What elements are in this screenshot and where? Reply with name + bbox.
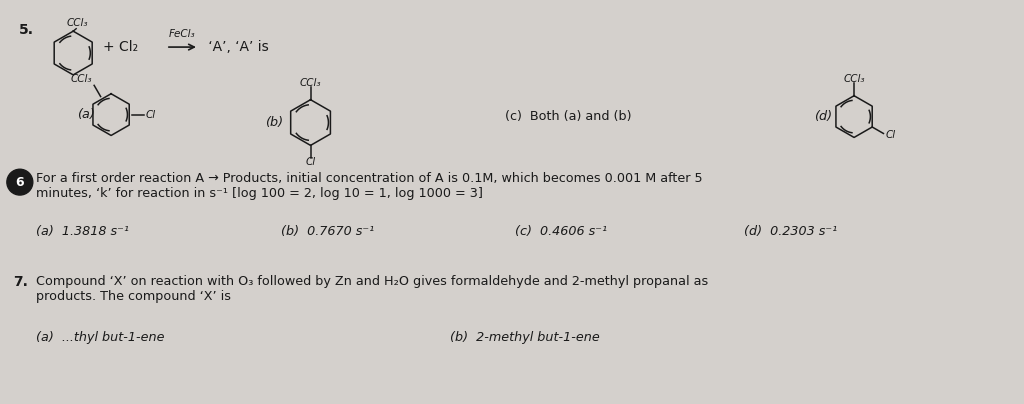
Text: (a)  ...thyl but-1-ene: (a) ...thyl but-1-ene — [36, 331, 165, 344]
Text: (d): (d) — [814, 110, 833, 123]
Text: ‘A’, ‘A’ is: ‘A’, ‘A’ is — [204, 40, 268, 54]
Text: (a)  1.3818 s⁻¹: (a) 1.3818 s⁻¹ — [36, 225, 129, 238]
Text: Cl: Cl — [305, 157, 315, 167]
Text: CCl₃: CCl₃ — [300, 78, 322, 88]
Text: (b)  2-methyl but-1-ene: (b) 2-methyl but-1-ene — [451, 331, 600, 344]
Text: 7.: 7. — [13, 276, 29, 290]
Text: (b): (b) — [264, 116, 283, 129]
Text: Compound ‘X’ on reaction with O₃ followed by Zn and H₂O gives formaldehyde and 2: Compound ‘X’ on reaction with O₃ followe… — [36, 276, 709, 303]
Text: (d)  0.2303 s⁻¹: (d) 0.2303 s⁻¹ — [744, 225, 838, 238]
Text: (c)  Both (a) and (b): (c) Both (a) and (b) — [505, 110, 632, 123]
Text: (a): (a) — [77, 108, 95, 121]
Text: 5.: 5. — [19, 23, 35, 37]
Text: Cl: Cl — [146, 109, 156, 120]
Text: (b)  0.7670 s⁻¹: (b) 0.7670 s⁻¹ — [281, 225, 374, 238]
Text: 6: 6 — [15, 176, 25, 189]
Text: Cl: Cl — [886, 130, 896, 141]
Text: (c)  0.4606 s⁻¹: (c) 0.4606 s⁻¹ — [515, 225, 607, 238]
Circle shape — [7, 169, 33, 195]
Text: FeCl₃: FeCl₃ — [169, 29, 196, 39]
Text: CCl₃: CCl₃ — [844, 74, 865, 84]
Text: For a first order reaction A → Products, initial concentration of A is 0.1M, whi: For a first order reaction A → Products,… — [36, 172, 702, 200]
Text: + Cl₂: + Cl₂ — [103, 40, 138, 54]
Text: CCl₃: CCl₃ — [67, 18, 88, 28]
Text: CCl₃: CCl₃ — [71, 74, 92, 84]
